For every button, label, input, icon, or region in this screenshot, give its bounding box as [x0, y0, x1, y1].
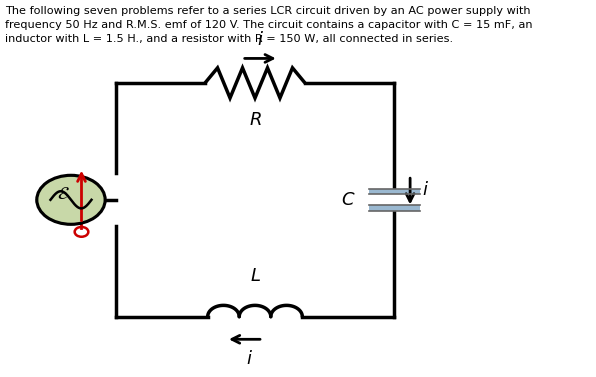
Bar	[369, 189, 420, 194]
Text: $i$: $i$	[257, 31, 263, 49]
Circle shape	[37, 175, 105, 224]
Text: $\mathcal{E}$: $\mathcal{E}$	[57, 185, 70, 203]
Text: $i$: $i$	[422, 181, 429, 199]
Bar	[369, 205, 420, 211]
Text: $R$: $R$	[249, 111, 262, 129]
Text: $C$: $C$	[342, 191, 356, 209]
Text: $L$: $L$	[250, 267, 260, 285]
Text: $i$: $i$	[246, 350, 253, 368]
Text: The following seven problems refer to a series LCR circuit driven by an AC power: The following seven problems refer to a …	[5, 6, 533, 44]
